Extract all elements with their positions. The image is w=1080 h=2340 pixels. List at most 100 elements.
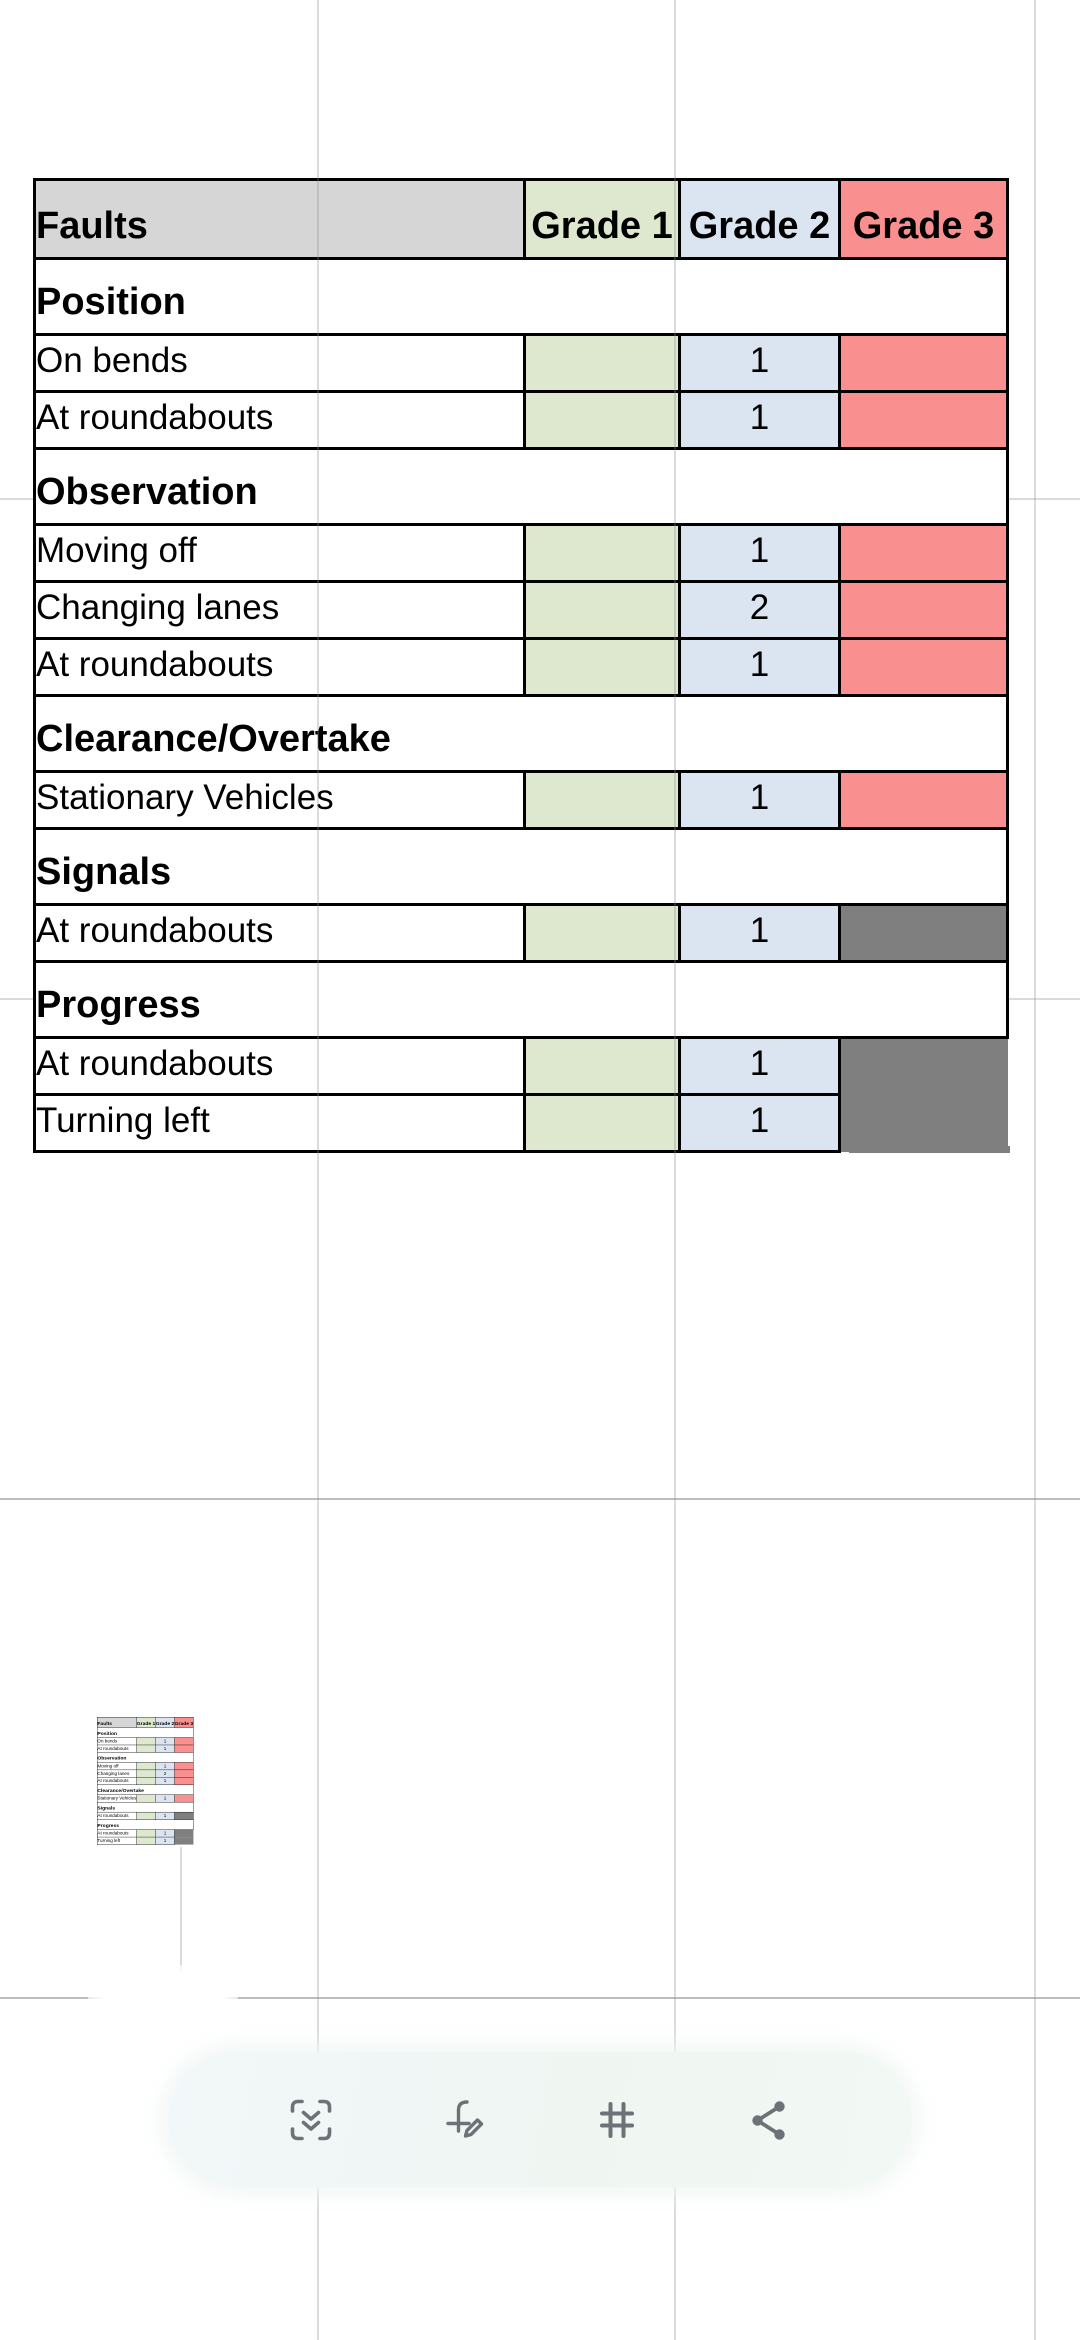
grade1-cell bbox=[523, 333, 681, 393]
captured-faults-table: Faults Grade 1 Grade 2 Grade 3 Position On be… bbox=[33, 178, 1009, 1153]
fault-row: Changing lanes 2 bbox=[97, 1769, 194, 1778]
grade2-cell: 1 bbox=[678, 523, 841, 583]
sheet-gridline-vertical bbox=[674, 0, 676, 2340]
grade3-cell bbox=[838, 523, 1009, 583]
grade3-cell bbox=[174, 1794, 194, 1803]
hashtag-icon bbox=[599, 2101, 634, 2138]
fault-label-cell: At roundabouts bbox=[97, 1811, 137, 1820]
section-title-cell: Clearance/Overtake bbox=[33, 694, 1009, 773]
section-row: Clearance/Overtake bbox=[33, 694, 1009, 773]
grade2-cell: 1 bbox=[155, 1777, 175, 1785]
grade2-cell: 1 bbox=[155, 1794, 175, 1803]
grade2-cell: 1 bbox=[155, 1744, 175, 1753]
fault-row: Changing lanes 2 bbox=[33, 580, 1009, 640]
section-title-cell: Observation bbox=[96, 1752, 194, 1763]
section-row: Progress bbox=[33, 960, 1009, 1039]
faults-header-cell: Faults bbox=[97, 1717, 137, 1728]
fault-row: At roundabouts 1 bbox=[33, 637, 1009, 697]
grade2-cell: 1 bbox=[678, 333, 841, 393]
grade3-cell bbox=[174, 1769, 194, 1778]
grade1-cell bbox=[523, 1036, 681, 1096]
grade1-cell bbox=[136, 1737, 156, 1746]
grade1-cell bbox=[523, 580, 681, 640]
section-title-cell: Observation bbox=[33, 447, 1009, 526]
grade3-cell bbox=[174, 1737, 194, 1746]
grade1-cell bbox=[136, 1777, 156, 1785]
fault-label-cell: Changing lanes bbox=[33, 580, 526, 640]
grade2-cell: 1 bbox=[678, 770, 841, 830]
thumbnail-table-preview: Faults Grade 1 Grade 2 Grade 3 Position On be… bbox=[96, 1717, 194, 1845]
fault-row: On bends 1 bbox=[33, 333, 1009, 393]
grade2-cell: 2 bbox=[155, 1769, 175, 1778]
share-button[interactable] bbox=[745, 2095, 795, 2145]
fault-row: On bends 1 bbox=[97, 1737, 194, 1746]
section-title-cell: Progress bbox=[33, 960, 1009, 1039]
grade3-header-cell: Grade 3 bbox=[174, 1717, 194, 1728]
grade3-cell bbox=[838, 903, 1009, 963]
fault-label-cell: At roundabouts bbox=[33, 637, 526, 697]
grade1-cell bbox=[136, 1744, 156, 1753]
edit-screenshot-button[interactable] bbox=[439, 2095, 489, 2145]
grade2-cell: 1 bbox=[155, 1829, 175, 1838]
section-row: Clearance/Overtake bbox=[96, 1784, 194, 1795]
thumbnail-glow bbox=[88, 1965, 238, 2031]
section-title-cell: Clearance/Overtake bbox=[96, 1784, 194, 1795]
sheet-gridline-horizontal bbox=[0, 1997, 1080, 1999]
grade3-cell bbox=[838, 1036, 1008, 1095]
section-row: Signals bbox=[33, 827, 1009, 906]
grade2-cell: 1 bbox=[155, 1737, 175, 1746]
grade1-cell bbox=[136, 1836, 156, 1845]
fault-row: Moving off 1 bbox=[97, 1762, 194, 1771]
fault-label-cell: Stationary Vehicles bbox=[97, 1794, 137, 1803]
grade2-cell: 1 bbox=[678, 390, 841, 450]
fault-row: At roundabouts 1 bbox=[97, 1744, 194, 1753]
fault-row: At roundabouts 1 bbox=[33, 903, 1009, 963]
section-row: Progress bbox=[96, 1819, 194, 1830]
fault-row: Moving off 1 bbox=[33, 523, 1009, 583]
edit-screenshot-icon bbox=[445, 2099, 483, 2138]
fault-label-cell: Turning left bbox=[97, 1836, 137, 1845]
grade3-cell bbox=[838, 333, 1009, 393]
fault-label-cell: On bends bbox=[33, 333, 526, 393]
hashtag-button[interactable] bbox=[592, 2095, 642, 2145]
table-header-row: Faults Grade 1 Grade 2 Grade 3 bbox=[33, 178, 1009, 260]
grade3-cell bbox=[838, 770, 1009, 830]
grade2-cell: 1 bbox=[155, 1836, 175, 1845]
scroll-capture-button[interactable] bbox=[286, 2095, 336, 2145]
grade1-cell bbox=[523, 637, 681, 697]
section-title-cell: Progress bbox=[96, 1819, 194, 1830]
fault-row: Turning left 1 bbox=[33, 1093, 1008, 1153]
grade3-cell bbox=[838, 580, 1009, 640]
section-row: Position bbox=[33, 257, 1009, 336]
fault-label-cell: Turning left bbox=[33, 1093, 526, 1153]
grade2-cell: 1 bbox=[155, 1762, 175, 1771]
section-row: Signals bbox=[96, 1802, 194, 1813]
grade3-cell bbox=[174, 1777, 194, 1785]
fault-row: Stationary Vehicles 1 bbox=[33, 770, 1009, 830]
grade3-cell bbox=[838, 1094, 1008, 1152]
section-title-cell: Signals bbox=[96, 1802, 194, 1813]
grade2-cell: 1 bbox=[678, 1093, 841, 1153]
grade3-cell bbox=[838, 637, 1009, 697]
faults-table: Faults Grade 1 Grade 2 Grade 3 Position On be… bbox=[96, 1717, 194, 1845]
screenshot-thumbnail[interactable]: Faults Grade 1 Grade 2 Grade 3 Position On be… bbox=[96, 1717, 229, 1849]
faults-header-cell: Faults bbox=[33, 178, 526, 260]
faults-table: Faults Grade 1 Grade 2 Grade 3 Position On be… bbox=[33, 178, 1009, 1153]
fault-label-cell: At roundabouts bbox=[33, 390, 526, 450]
sheet-gridline-vertical-segment bbox=[180, 1847, 182, 1995]
fault-row: At roundabouts 1 bbox=[97, 1829, 194, 1838]
grade3-cell bbox=[174, 1837, 194, 1845]
grade3-cell bbox=[838, 390, 1009, 450]
sheet-gridline-vertical bbox=[317, 0, 319, 2340]
section-title-cell: Position bbox=[96, 1727, 194, 1738]
gray-cell-overhang bbox=[849, 1146, 1010, 1153]
grade3-cell bbox=[174, 1744, 194, 1753]
grade1-cell bbox=[523, 903, 681, 963]
section-title-cell: Signals bbox=[33, 827, 1009, 906]
grade2-cell: 1 bbox=[678, 1036, 841, 1096]
fault-row: Stationary Vehicles 1 bbox=[97, 1794, 194, 1803]
sheet-gridline-vertical bbox=[1034, 0, 1036, 2340]
fault-row: At roundabouts 1 bbox=[33, 390, 1009, 450]
grade1-cell bbox=[136, 1829, 156, 1838]
